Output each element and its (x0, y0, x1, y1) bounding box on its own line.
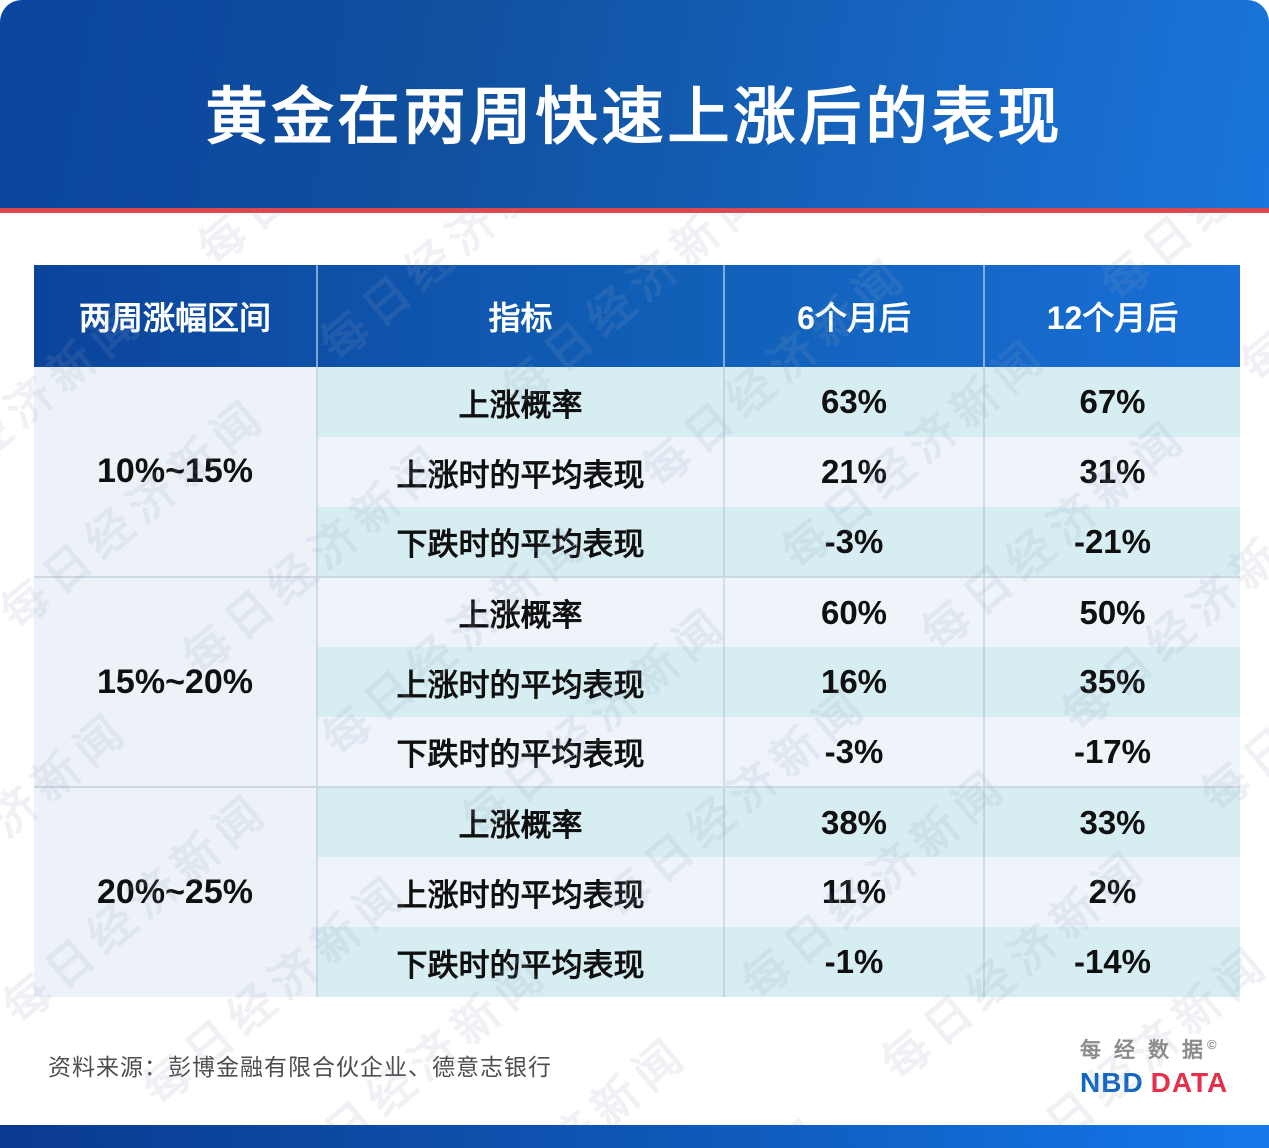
value-6m-cell: 16% (723, 647, 984, 717)
nbd-logo-en: NBD DATA (1080, 1067, 1250, 1099)
value-12m-cell: -17% (983, 717, 1240, 787)
value-12m-cell: -21% (983, 507, 1240, 577)
table-row: 上涨时的平均表现 21% 31% (34, 437, 1240, 507)
indicator-cell: 上涨概率 (316, 576, 724, 647)
value-12m-cell: -14% (983, 927, 1240, 997)
col-header-12m: 12个月后 (983, 265, 1240, 367)
value-12m-cell: 2% (983, 857, 1240, 927)
table-row: 上涨时的平均表现 11% 2% (34, 857, 1240, 927)
table-header-row: 两周涨幅区间 指标 6个月后 12个月后 (34, 265, 1240, 367)
value-6m-cell: -3% (723, 507, 984, 577)
value-6m-cell: -3% (723, 717, 984, 787)
indicator-cell: 下跌时的平均表现 (316, 717, 724, 787)
table-row: 下跌时的平均表现 -1% -14% (34, 927, 1240, 997)
table-row: 20%~25% 上涨概率 38% 33% (34, 786, 1240, 997)
value-12m-cell: 33% (983, 786, 1240, 857)
header-accent-line (0, 208, 1269, 213)
indicator-cell: 上涨概率 (316, 786, 724, 857)
copyright-mark: © (1207, 1037, 1217, 1052)
value-6m-cell: 11% (723, 857, 984, 927)
source-note: 资料来源：彭博金融有限合伙企业、德意志银行 (48, 1054, 552, 1080)
range-cell: 10%~15% (34, 367, 317, 577)
table-row: 下跌时的平均表现 -3% -21% (34, 507, 1240, 577)
value-12m-cell: 31% (983, 437, 1240, 507)
value-12m-cell: 50% (983, 576, 1240, 647)
value-6m-cell: 63% (723, 367, 984, 437)
performance-table: 两周涨幅区间 指标 6个月后 12个月后 10%~15% 上涨概率 63% 67… (34, 265, 1240, 997)
value-12m-cell: 67% (983, 367, 1240, 437)
nbd-logo-data-text: DATA (1150, 1067, 1229, 1098)
value-6m-cell: 21% (723, 437, 984, 507)
range-cell: 20%~25% (34, 786, 317, 997)
table-row: 10%~15% 上涨概率 63% 67% (34, 367, 1240, 577)
indicator-cell: 下跌时的平均表现 (316, 927, 724, 997)
range-cell: 15%~20% (34, 576, 317, 787)
nbd-logo: 每经数据© NBD DATA (1080, 1034, 1250, 1099)
col-header-range: 两周涨幅区间 (78, 300, 271, 336)
page-title: 黄金在两周快速上涨后的表现 (205, 83, 1064, 152)
table-row: 上涨时的平均表现 16% 35% (34, 647, 1240, 717)
value-6m-cell: -1% (723, 927, 984, 997)
indicator-cell: 下跌时的平均表现 (316, 507, 724, 577)
value-12m-cell: 35% (983, 647, 1240, 717)
footer-bar (0, 1125, 1269, 1148)
indicator-cell: 上涨概率 (316, 367, 724, 437)
nbd-logo-cn: 每经数据© (1080, 1034, 1250, 1064)
indicator-cell: 上涨时的平均表现 (316, 647, 724, 717)
value-6m-cell: 38% (723, 786, 984, 857)
indicator-cell: 上涨时的平均表现 (316, 437, 724, 507)
col-header-indicator: 指标 (316, 265, 724, 367)
table-row: 15%~20% 上涨概率 60% 50% (34, 576, 1240, 787)
table-row: 下跌时的平均表现 -3% -17% (34, 717, 1240, 787)
nbd-logo-cn-text: 每经数据 (1080, 1039, 1216, 1062)
nbd-logo-nbd-text: NBD (1080, 1067, 1144, 1098)
header-banner: 黄金在两周快速上涨后的表现 (0, 0, 1269, 208)
col-header-6m: 6个月后 (723, 265, 984, 367)
data-table: 两周涨幅区间 指标 6个月后 12个月后 10%~15% 上涨概率 63% 67… (34, 265, 1240, 997)
value-6m-cell: 60% (723, 576, 984, 647)
indicator-cell: 上涨时的平均表现 (316, 857, 724, 927)
